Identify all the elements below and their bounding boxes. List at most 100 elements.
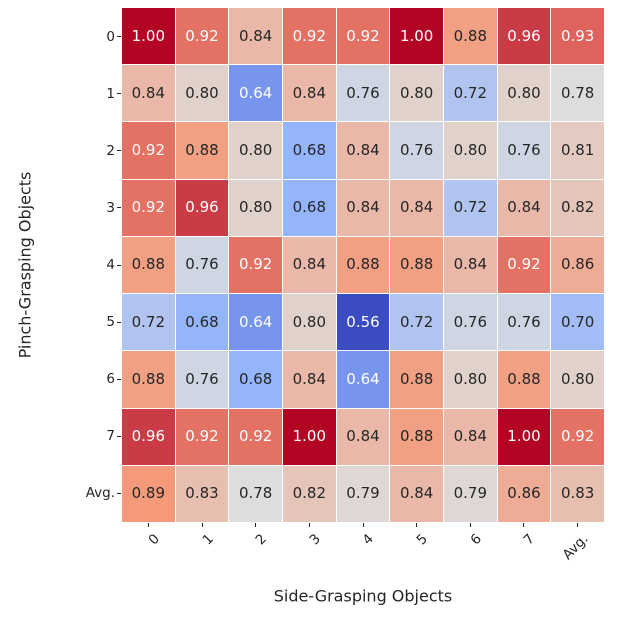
heatmap-cell: 0.64 bbox=[229, 294, 282, 351]
heatmap-cell: 0.79 bbox=[336, 465, 390, 522]
heatmap-cell: 0.93 bbox=[551, 8, 604, 65]
x-tick-mark bbox=[469, 523, 471, 527]
heatmap-cell: 0.84 bbox=[444, 236, 497, 294]
heatmap-cell: 0.76 bbox=[497, 122, 551, 179]
heatmap-cell: 0.84 bbox=[336, 179, 390, 236]
heatmap-cell: 0.84 bbox=[336, 408, 390, 465]
heatmap-cell: 0.72 bbox=[444, 65, 497, 122]
heatmap-cell: 0.84 bbox=[283, 65, 336, 122]
heatmap-cell: 0.72 bbox=[444, 179, 497, 236]
heatmap-cell: 0.92 bbox=[283, 8, 336, 65]
x-tick-label: 6 bbox=[467, 531, 485, 549]
x-tick-mark bbox=[308, 523, 310, 527]
heatmap-cell: 0.88 bbox=[175, 122, 229, 179]
y-tick-label: 0 bbox=[106, 28, 115, 45]
heatmap-cell: 0.92 bbox=[229, 408, 282, 465]
x-tick-label: 7 bbox=[520, 531, 538, 549]
x-tick-label: 2 bbox=[252, 531, 271, 549]
heatmap-cell: 0.92 bbox=[122, 122, 175, 179]
heatmap-cell: 0.83 bbox=[175, 465, 229, 522]
x-tick-label: 4 bbox=[359, 531, 378, 549]
y-tick-mark bbox=[117, 207, 121, 209]
heatmap-cell: 0.76 bbox=[175, 236, 229, 294]
y-tick-label: 4 bbox=[106, 257, 115, 273]
y-tick-mark bbox=[117, 321, 121, 323]
heatmap-cell: 0.88 bbox=[390, 351, 443, 408]
heatmap-cell: 0.80 bbox=[175, 65, 229, 122]
heatmap-cell: 0.76 bbox=[175, 351, 229, 408]
heatmap-cell: 0.64 bbox=[336, 351, 390, 408]
heatmap-cell: 0.89 bbox=[122, 465, 175, 522]
heatmap-cell: 0.76 bbox=[497, 294, 551, 351]
heatmap-cell: 0.96 bbox=[122, 408, 175, 465]
heatmap-cell: 0.80 bbox=[283, 294, 336, 351]
heatmap-cell: 1.00 bbox=[283, 408, 336, 465]
x-tick-mark bbox=[576, 523, 578, 527]
x-tick-mark bbox=[148, 523, 150, 527]
heatmap-cell: 0.86 bbox=[497, 465, 551, 522]
heatmap-cell: 0.96 bbox=[497, 8, 551, 65]
heatmap-cell: 0.88 bbox=[122, 236, 175, 294]
y-tick-mark bbox=[117, 492, 121, 494]
heatmap-cell: 0.84 bbox=[283, 351, 336, 408]
heatmap-cell: 1.00 bbox=[390, 8, 443, 65]
heatmap-cell: 0.80 bbox=[229, 122, 282, 179]
heatmap-cell: 0.84 bbox=[122, 65, 175, 122]
heatmap-cell: 1.00 bbox=[122, 8, 175, 65]
x-tick-label: 3 bbox=[306, 531, 324, 549]
heatmap-cell: 0.78 bbox=[551, 65, 604, 122]
y-tick-label: 3 bbox=[106, 199, 115, 216]
heatmap-grid: 1.00 0.92 0.84 0.92 0.92 1.00 0.88 0.96 0.93 0.84… bbox=[122, 8, 604, 522]
heatmap-cell: 0.80 bbox=[551, 351, 604, 408]
heatmap-cell: 0.68 bbox=[175, 294, 229, 351]
heatmap-cell: 0.84 bbox=[283, 236, 336, 294]
heatmap-cell: 0.70 bbox=[551, 294, 604, 351]
heatmap-cell: 0.80 bbox=[497, 65, 551, 122]
heatmap-cell: 0.92 bbox=[551, 408, 604, 465]
heatmap-cell: 1.00 bbox=[497, 408, 551, 465]
heatmap-cell: 0.88 bbox=[390, 236, 443, 294]
y-tick-mark bbox=[117, 435, 121, 437]
heatmap-cell: 0.80 bbox=[229, 179, 282, 236]
heatmap-cell: 0.72 bbox=[122, 294, 175, 351]
heatmap-cell: 0.88 bbox=[444, 8, 497, 65]
heatmap-cell: 0.92 bbox=[229, 236, 282, 294]
heatmap-cell: 0.84 bbox=[444, 408, 497, 465]
heatmap-cell: 0.76 bbox=[336, 65, 390, 122]
heatmap-cell: 0.96 bbox=[175, 179, 229, 236]
heatmap-cell: 0.81 bbox=[551, 122, 604, 179]
heatmap-cell: 0.88 bbox=[336, 236, 390, 294]
heatmap-cell: 0.92 bbox=[175, 408, 229, 465]
heatmap-cell: 0.79 bbox=[444, 465, 497, 522]
y-tick-mark bbox=[117, 378, 121, 380]
y-tick-label: 5 bbox=[106, 314, 115, 331]
heatmap-cell: 0.92 bbox=[122, 179, 175, 236]
heatmap-cell: 0.72 bbox=[390, 294, 443, 351]
x-tick-label: 1 bbox=[199, 531, 217, 549]
x-tick-label: 5 bbox=[413, 531, 431, 549]
heatmap-cell: 0.80 bbox=[444, 122, 497, 179]
y-tick-mark bbox=[117, 93, 121, 95]
y-tick-label: 6 bbox=[106, 371, 115, 388]
heatmap-cell: 0.86 bbox=[551, 236, 604, 294]
heatmap-cell: 0.82 bbox=[283, 465, 336, 522]
heatmap-cell: 0.56 bbox=[336, 294, 390, 351]
heatmap-cell: 0.92 bbox=[336, 8, 390, 65]
heatmap-cell: 0.76 bbox=[444, 294, 497, 351]
heatmap-cell: 0.80 bbox=[390, 65, 443, 122]
y-tick-mark bbox=[117, 264, 121, 266]
heatmap-cell: 0.82 bbox=[551, 179, 604, 236]
x-tick-mark bbox=[201, 523, 203, 527]
x-axis-title: Side-Grasping Objects bbox=[273, 586, 453, 606]
heatmap-cell: 0.92 bbox=[175, 8, 229, 65]
heatmap-cell: 0.64 bbox=[229, 65, 282, 122]
heatmap-cell: 0.84 bbox=[229, 8, 282, 65]
heatmap-cell: 0.88 bbox=[390, 408, 443, 465]
y-tick-label: 7 bbox=[106, 428, 115, 445]
y-tick-label: Avg. bbox=[85, 485, 115, 502]
x-tick-mark bbox=[416, 523, 418, 527]
heatmap-cell: 0.80 bbox=[444, 351, 497, 408]
heatmap-cell: 0.68 bbox=[283, 179, 336, 236]
x-tick-label: 0 bbox=[145, 531, 164, 549]
